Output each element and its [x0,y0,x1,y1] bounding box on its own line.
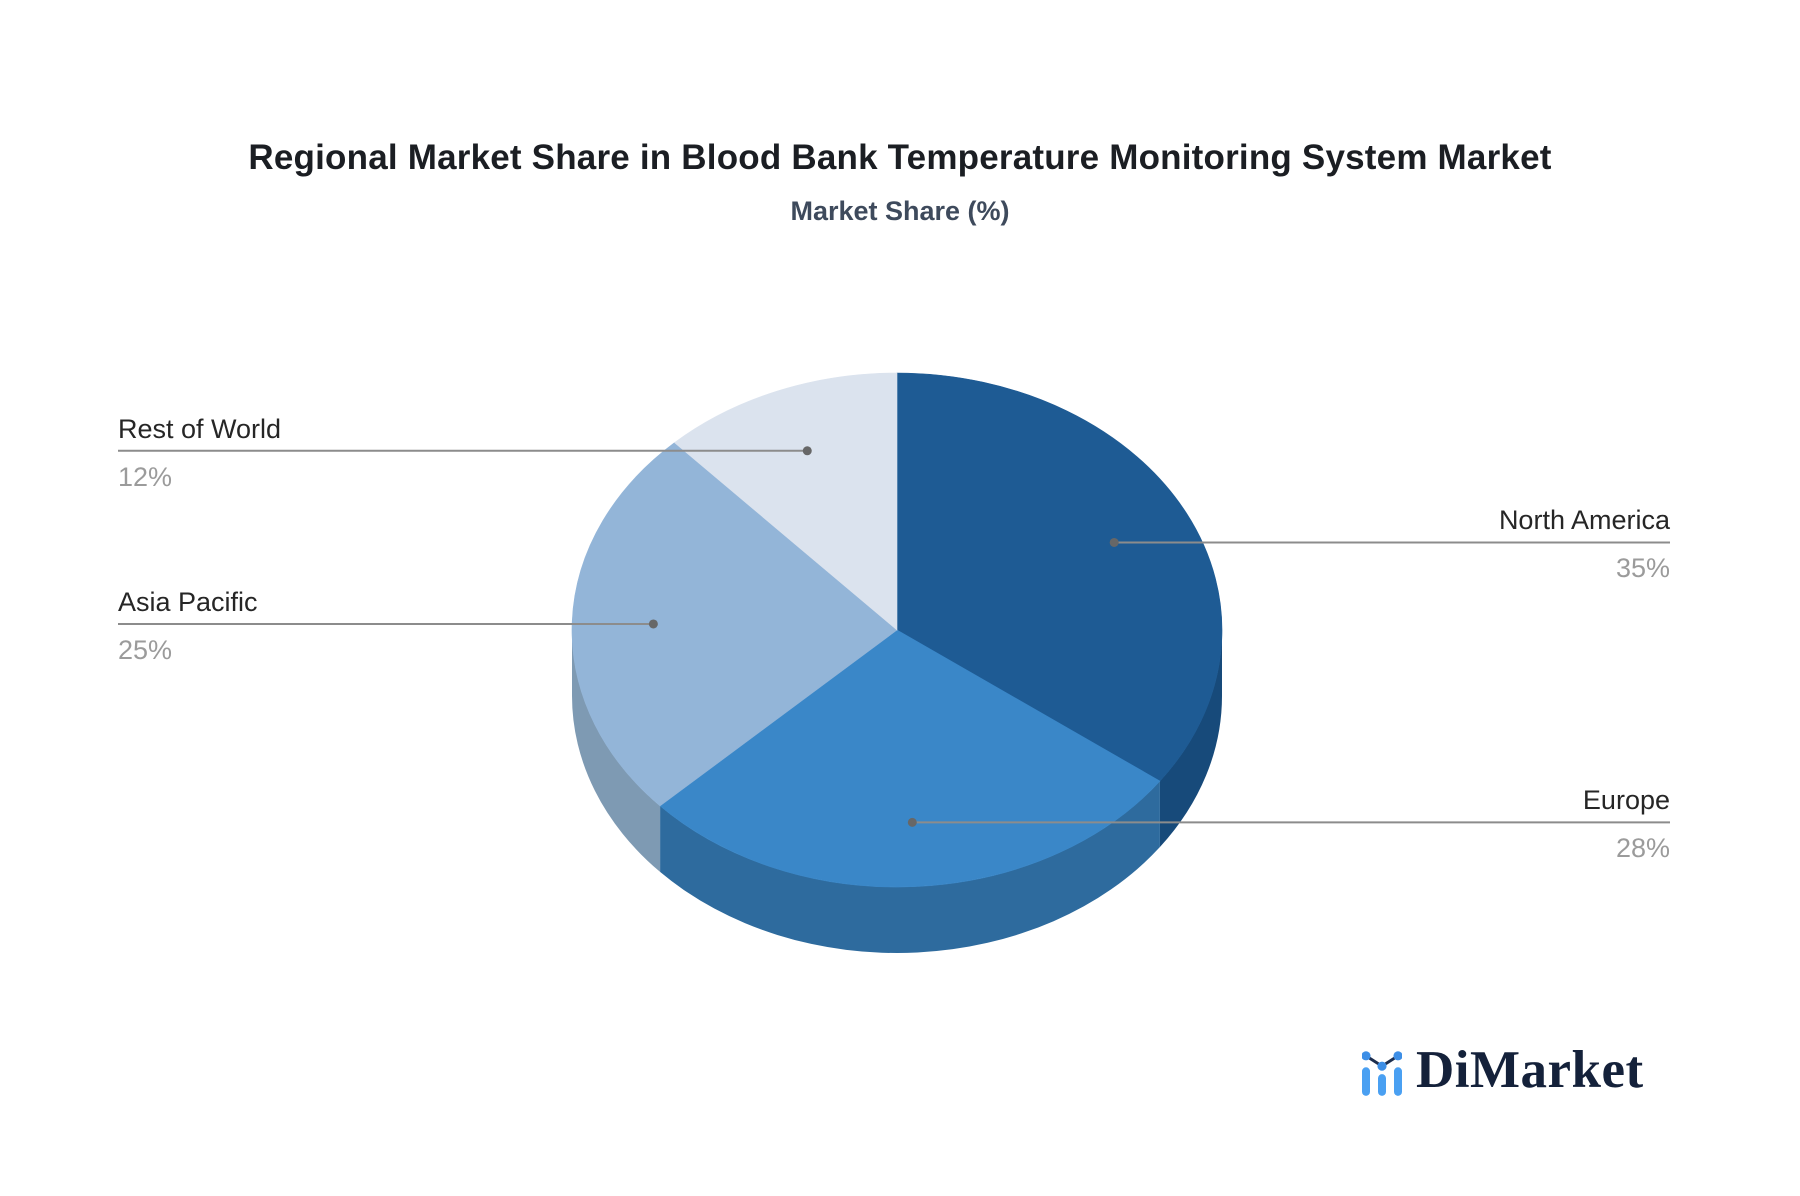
slice-label-rest-of-world: Rest of World [118,413,282,444]
slice-pct-europe: 28% [1615,833,1670,864]
slice-label-europe: Europe [1582,785,1670,816]
bar-chart-logo-icon [1362,1051,1402,1096]
leader-dot-europe [907,817,917,827]
pie-rim-north-america [1159,630,1222,848]
slice-pct-asia-pacific: 25% [118,634,173,665]
pie-rim-asia-pacific [572,630,661,872]
pie-slice-rest-of-world [674,372,898,631]
dimarket-logo: DiMarket [1362,1042,1644,1098]
slice-label-asia-pacific: Asia Pacific [118,586,258,617]
chart-subtitle: Market Share (%) [790,196,1010,226]
dimarket-logo-text: DiMarket [1416,1041,1644,1099]
leader-dot-asia-pacific [648,619,658,629]
slice-pct-rest-of-world: 12% [118,461,173,492]
slice-pct-north-america: 35% [1615,553,1670,584]
leader-dot-north-america [1109,537,1119,547]
chart-title: Regional Market Share in Blood Bank Temp… [248,138,1552,177]
pie-slice-north-america [896,372,1223,782]
slice-label-north-america: North America [1498,505,1670,536]
leader-dot-rest-of-world [802,446,812,456]
pie-slice-asia-pacific [571,442,898,807]
pie-rim-europe [660,781,1160,954]
